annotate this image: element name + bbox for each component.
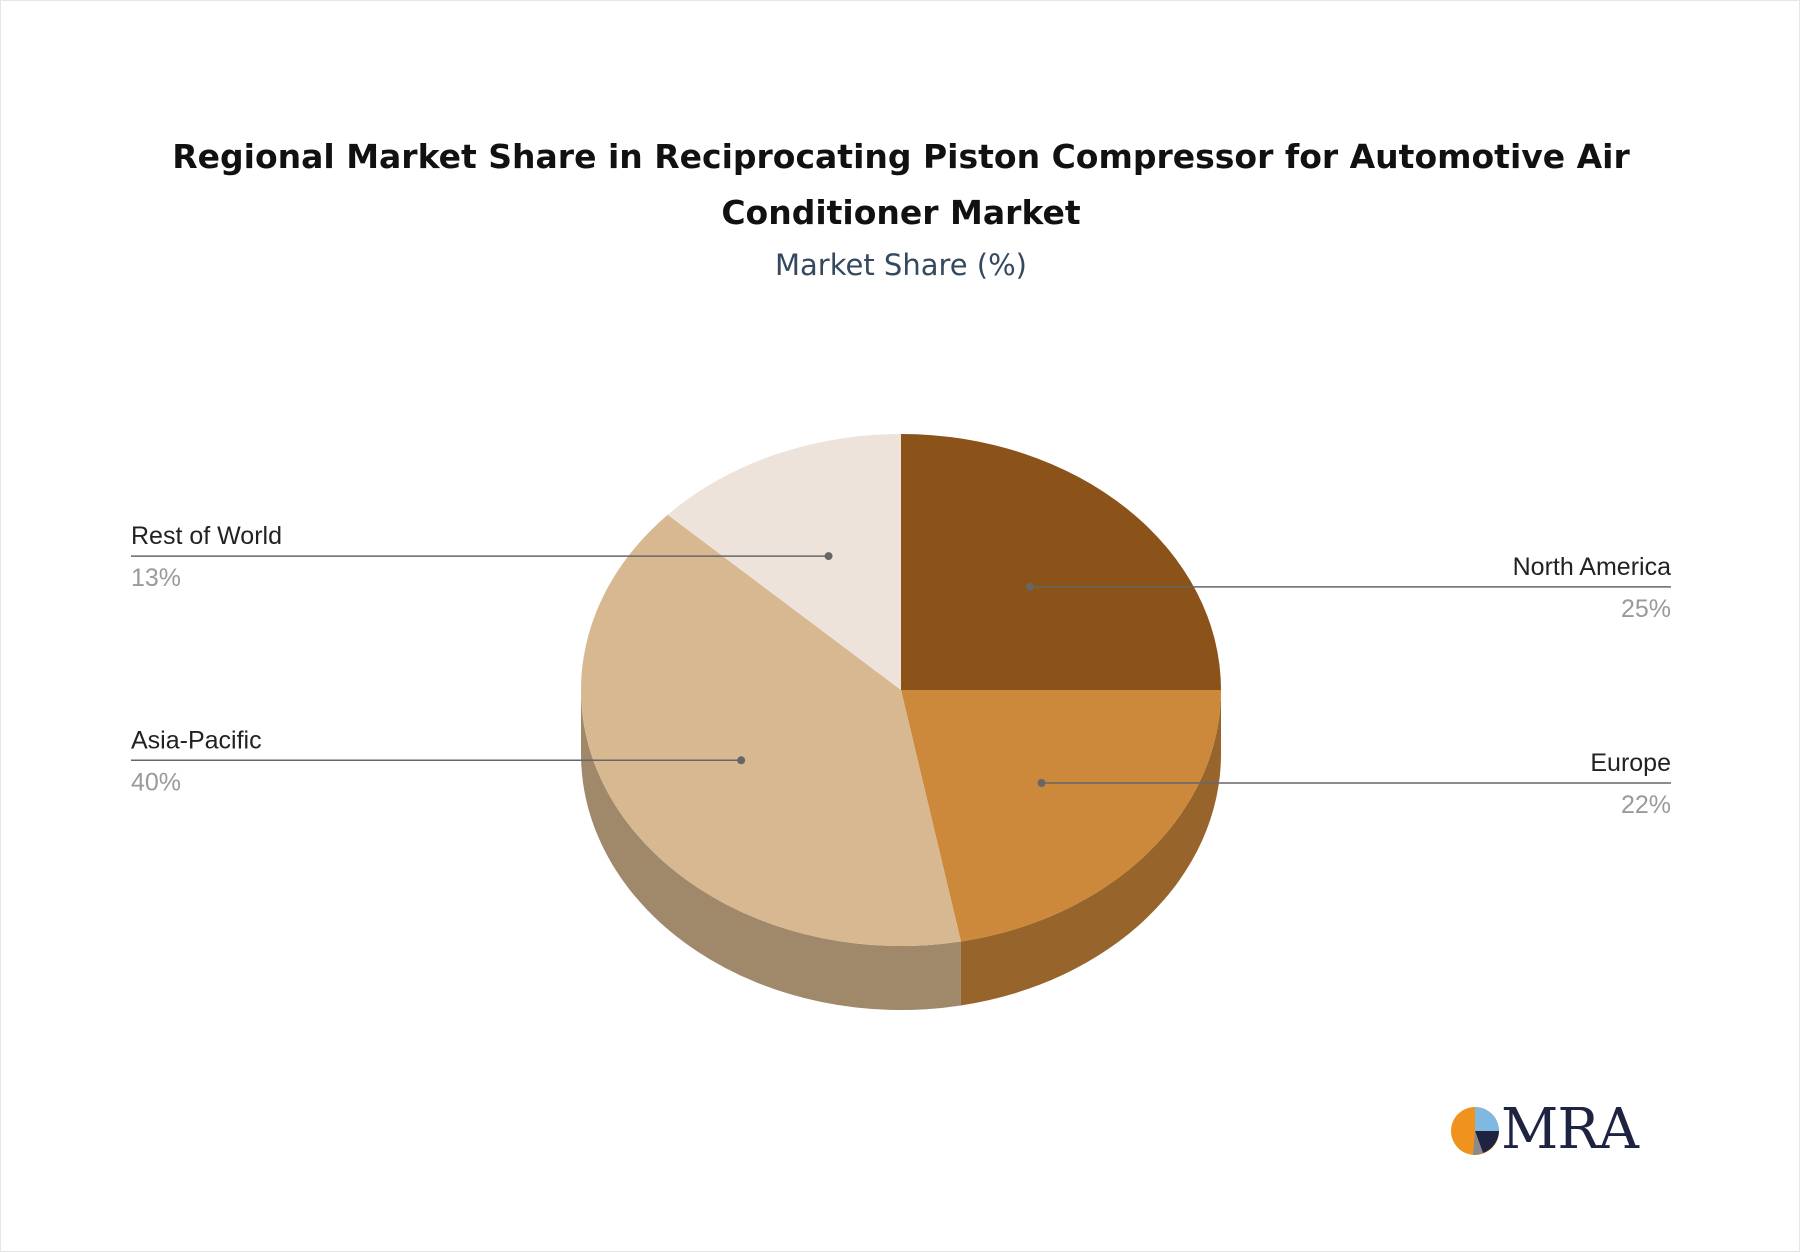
pie-slice-europe[interactable] xyxy=(901,690,1221,942)
leader-dot-rest-of-world xyxy=(824,552,833,561)
slice-value-europe: 22% xyxy=(1621,791,1671,819)
pie-slices xyxy=(581,434,1221,946)
pie-slice-north-america[interactable] xyxy=(901,434,1221,690)
chart-subtitle: Market Share (%) xyxy=(775,248,1027,282)
chart-title: Regional Market Share in Reciprocating P… xyxy=(172,137,1630,232)
brand-logo: MRA xyxy=(1449,1095,1649,1165)
pie-slice-rest-of-world[interactable] xyxy=(667,434,901,690)
leader-dot-north-america xyxy=(1025,582,1034,591)
pie-labels: North America 25% Europe 22% Asia-Pacific 40%… xyxy=(131,522,1671,819)
pie-side-asia-pacific xyxy=(581,690,961,1010)
logo-pie-icon xyxy=(1451,1107,1499,1156)
pie-slice-asia-pacific[interactable] xyxy=(581,514,961,946)
slice-value-north-america: 25% xyxy=(1621,595,1671,623)
pie-sides xyxy=(581,690,1221,1010)
slice-label-rest-of-world: Rest of World xyxy=(131,522,282,550)
logo-text: MRA xyxy=(1501,1097,1639,1162)
slice-label-europe: Europe xyxy=(1590,749,1671,777)
slice-value-asia-pacific: 40% xyxy=(131,768,181,796)
slice-label-north-america: North America xyxy=(1513,553,1671,581)
slice-label-asia-pacific: Asia-Pacific xyxy=(131,726,262,754)
slice-value-rest-of-world: 13% xyxy=(131,564,181,592)
pie-side-europe xyxy=(960,690,1221,1006)
leader-dot-asia-pacific xyxy=(737,756,746,765)
leader-dot-europe xyxy=(1037,779,1046,788)
